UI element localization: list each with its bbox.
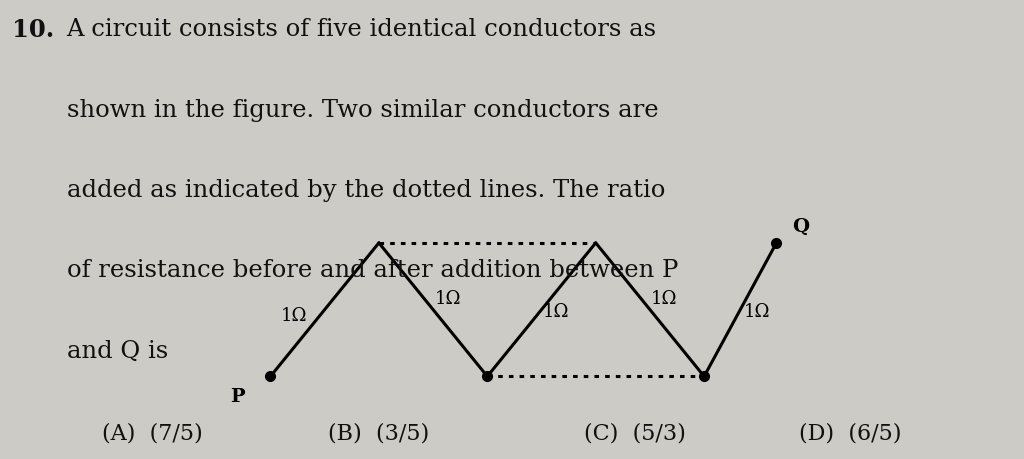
Text: Q: Q (792, 218, 809, 236)
Text: 1Ω: 1Ω (281, 307, 307, 325)
Text: 1Ω: 1Ω (651, 290, 678, 308)
Text: 1Ω: 1Ω (434, 290, 461, 308)
Text: added as indicated by the dotted lines. The ratio: added as indicated by the dotted lines. … (67, 179, 665, 202)
Text: 1Ω: 1Ω (743, 303, 770, 321)
Text: (D)  (6/5): (D) (6/5) (799, 423, 901, 445)
Text: of resistance before and after addition between P: of resistance before and after addition … (67, 259, 678, 282)
Text: and Q is: and Q is (67, 340, 168, 363)
Text: (A)  (7/5): (A) (7/5) (102, 423, 203, 445)
Text: 10.: 10. (12, 18, 54, 42)
Text: 1Ω: 1Ω (543, 303, 569, 321)
Text: (B)  (3/5): (B) (3/5) (328, 423, 429, 445)
Text: (C)  (5/3): (C) (5/3) (584, 423, 685, 445)
Text: P: P (230, 388, 245, 406)
Text: A circuit consists of five identical conductors as: A circuit consists of five identical con… (67, 18, 656, 41)
Text: shown in the figure. Two similar conductors are: shown in the figure. Two similar conduct… (67, 99, 658, 122)
